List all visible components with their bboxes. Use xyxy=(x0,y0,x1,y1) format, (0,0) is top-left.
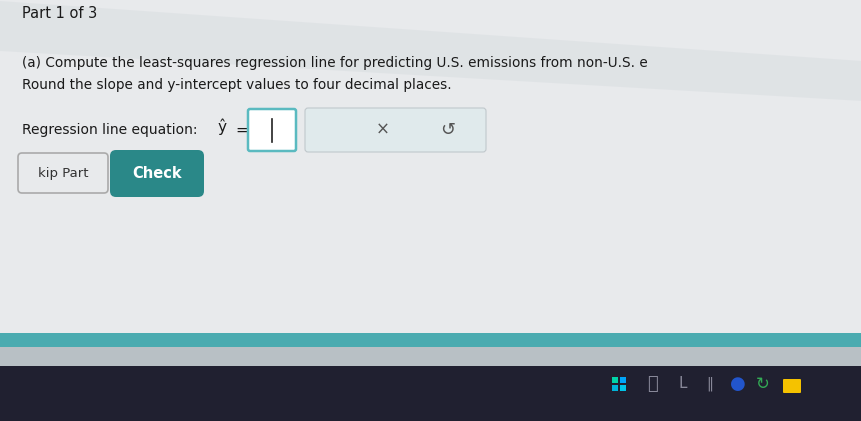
Text: Part 1 of 3: Part 1 of 3 xyxy=(22,5,97,21)
FancyBboxPatch shape xyxy=(0,18,861,20)
FancyBboxPatch shape xyxy=(0,15,861,17)
FancyBboxPatch shape xyxy=(0,29,861,31)
FancyBboxPatch shape xyxy=(0,9,861,11)
FancyBboxPatch shape xyxy=(0,19,861,21)
Text: ↺: ↺ xyxy=(440,121,455,139)
Text: Round the slope and y-intercept values to four decimal places.: Round the slope and y-intercept values t… xyxy=(22,78,451,92)
FancyBboxPatch shape xyxy=(0,16,861,19)
FancyBboxPatch shape xyxy=(611,377,617,383)
FancyBboxPatch shape xyxy=(0,28,861,30)
FancyBboxPatch shape xyxy=(0,21,861,23)
FancyBboxPatch shape xyxy=(619,377,625,383)
FancyBboxPatch shape xyxy=(0,16,861,18)
FancyBboxPatch shape xyxy=(0,366,861,421)
FancyBboxPatch shape xyxy=(0,28,861,30)
FancyBboxPatch shape xyxy=(0,13,861,15)
FancyBboxPatch shape xyxy=(0,14,861,16)
FancyBboxPatch shape xyxy=(0,13,861,16)
FancyBboxPatch shape xyxy=(0,25,861,27)
FancyBboxPatch shape xyxy=(0,22,861,24)
Text: =: = xyxy=(235,123,247,138)
FancyBboxPatch shape xyxy=(611,385,617,391)
FancyBboxPatch shape xyxy=(0,24,861,26)
FancyBboxPatch shape xyxy=(18,153,108,193)
FancyBboxPatch shape xyxy=(110,150,204,197)
FancyBboxPatch shape xyxy=(0,18,861,20)
FancyBboxPatch shape xyxy=(0,27,861,29)
FancyBboxPatch shape xyxy=(0,12,861,13)
Text: ×: × xyxy=(375,121,389,139)
FancyBboxPatch shape xyxy=(0,347,861,366)
Text: ⌕: ⌕ xyxy=(647,375,658,393)
FancyBboxPatch shape xyxy=(0,25,861,27)
FancyBboxPatch shape xyxy=(0,21,861,23)
Text: kip Part: kip Part xyxy=(38,166,88,179)
FancyBboxPatch shape xyxy=(248,109,295,151)
FancyBboxPatch shape xyxy=(0,22,861,24)
FancyBboxPatch shape xyxy=(0,12,861,14)
Text: L: L xyxy=(678,376,686,392)
Text: ‖: ‖ xyxy=(706,377,713,391)
Text: ŷ: ŷ xyxy=(218,119,226,135)
FancyBboxPatch shape xyxy=(0,333,861,347)
FancyBboxPatch shape xyxy=(0,24,861,26)
Text: Regression line equation:: Regression line equation: xyxy=(22,123,201,137)
Text: ●: ● xyxy=(729,375,745,393)
FancyBboxPatch shape xyxy=(782,379,800,393)
FancyBboxPatch shape xyxy=(0,15,861,16)
Text: ↻: ↻ xyxy=(755,375,769,393)
FancyBboxPatch shape xyxy=(0,26,861,28)
FancyBboxPatch shape xyxy=(0,20,861,22)
Text: (a) Compute the least-squares regression line for predicting U.S. emissions from: (a) Compute the least-squares regression… xyxy=(22,56,647,70)
FancyBboxPatch shape xyxy=(0,11,861,12)
FancyBboxPatch shape xyxy=(0,10,861,12)
FancyBboxPatch shape xyxy=(305,108,486,152)
FancyBboxPatch shape xyxy=(619,385,625,391)
Text: Check: Check xyxy=(132,165,182,181)
FancyBboxPatch shape xyxy=(0,11,861,13)
FancyBboxPatch shape xyxy=(0,27,861,29)
FancyBboxPatch shape xyxy=(0,17,861,19)
FancyBboxPatch shape xyxy=(0,19,861,21)
FancyBboxPatch shape xyxy=(0,0,861,341)
FancyBboxPatch shape xyxy=(0,23,861,25)
Polygon shape xyxy=(0,1,861,101)
